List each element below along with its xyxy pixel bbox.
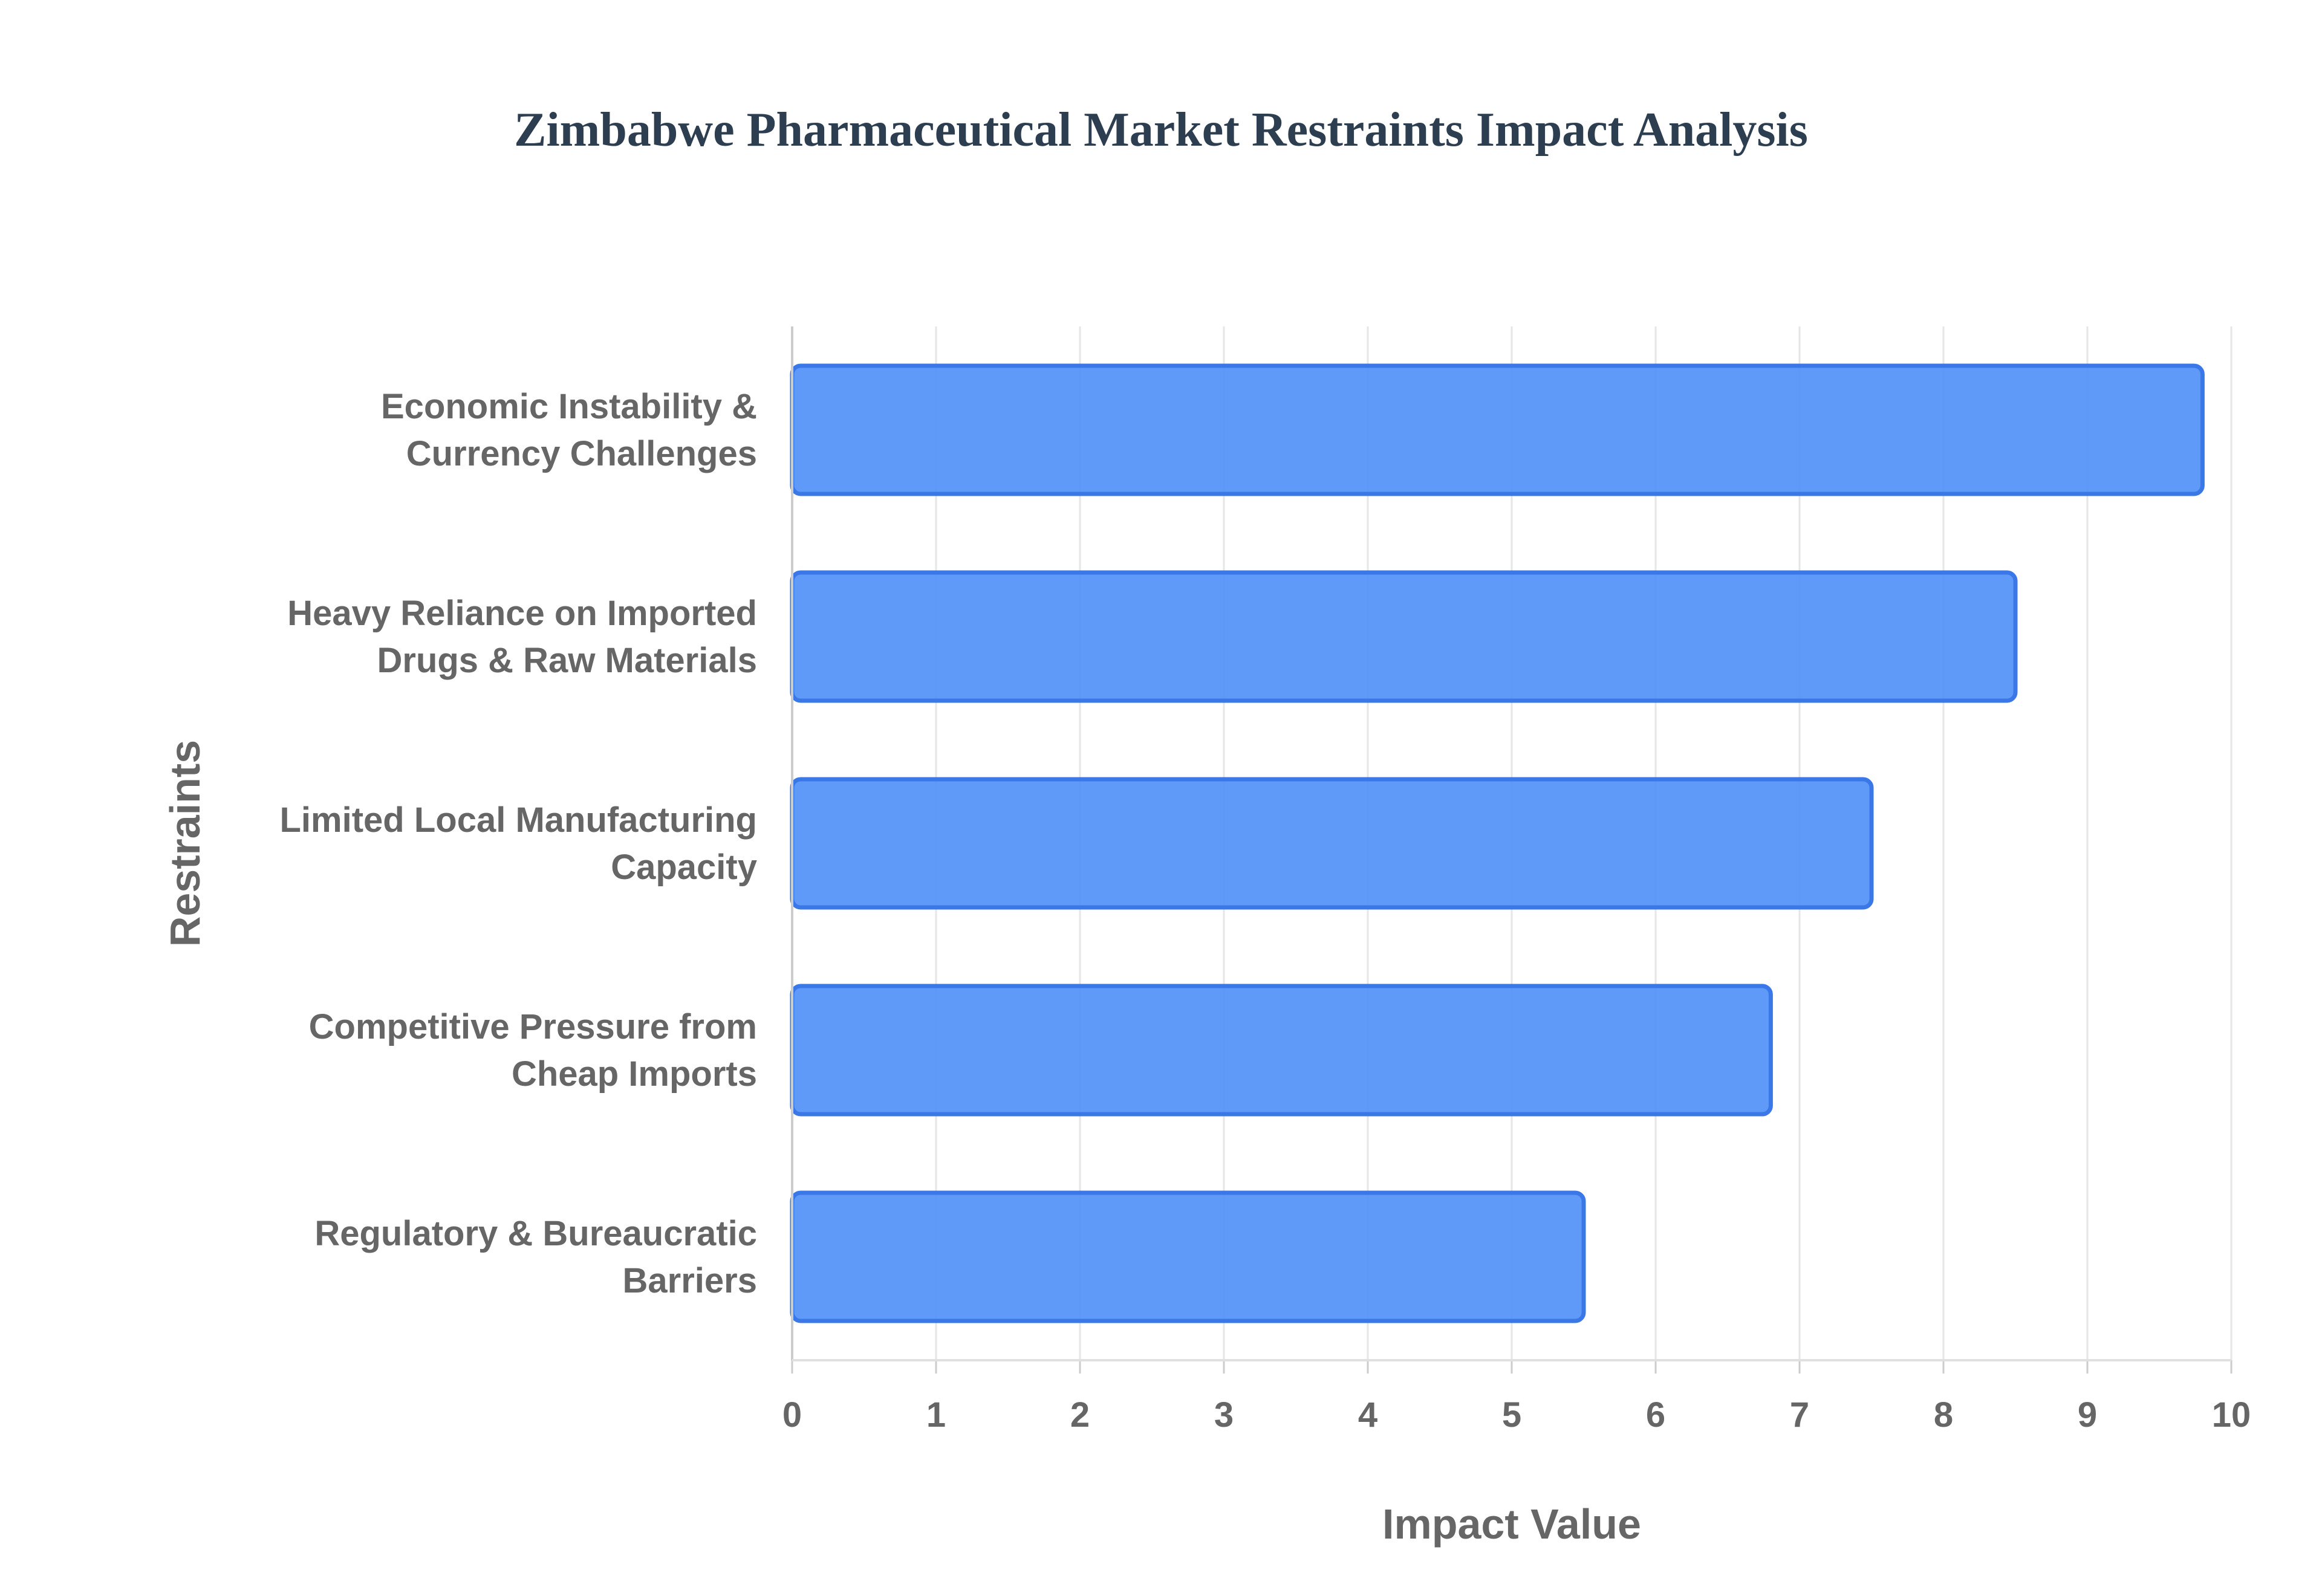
y-category-label-line: Capacity xyxy=(611,848,757,887)
bar xyxy=(790,1190,1586,1323)
bar xyxy=(790,777,1874,910)
y-category-label-line: Economic Instability & xyxy=(381,387,757,426)
x-tick-label: 7 xyxy=(1790,1395,1809,1435)
y-category-label-line: Competitive Pressure from xyxy=(309,1007,757,1046)
x-tick-label: 2 xyxy=(1070,1395,1090,1435)
x-tick-label: 5 xyxy=(1502,1395,1521,1435)
x-tick-label: 6 xyxy=(1646,1395,1665,1435)
y-axis-title: Restraints xyxy=(161,740,209,947)
x-tick-label: 3 xyxy=(1214,1395,1234,1435)
bar xyxy=(790,570,2018,703)
x-tick-label: 8 xyxy=(1934,1395,1953,1435)
x-axis-title: Impact Value xyxy=(1382,1500,1641,1548)
axes: 0 1 2 3 4 5 6 7 8 9 10 Economic Instability & Curren… xyxy=(280,326,2251,1435)
y-category-label-line: Regulatory & Bureaucratic xyxy=(314,1214,757,1253)
y-category-label-line: Drugs & Raw Materials xyxy=(377,641,757,680)
x-tick-label: 0 xyxy=(782,1395,802,1435)
x-tick-label: 9 xyxy=(2078,1395,2097,1435)
y-category-label: Heavy Reliance on Imported Drugs & Raw Ma… xyxy=(287,594,757,680)
y-category-label: Limited Local Manufacturing Capacity xyxy=(280,800,758,887)
y-category-label: Economic Instability & Currency Challenge… xyxy=(381,387,757,473)
y-category-label: Competitive Pressure from Cheap Imports xyxy=(309,1007,757,1094)
chart-title: Zimbabwe Pharmaceutical Market Restraint… xyxy=(514,103,1808,157)
y-category-label: Regulatory & Bureaucratic Barriers xyxy=(314,1214,757,1300)
bar xyxy=(790,984,1773,1117)
bars xyxy=(790,363,2205,1323)
x-tick-label: 4 xyxy=(1358,1395,1377,1435)
y-category-label-line: Heavy Reliance on Imported xyxy=(287,594,757,633)
y-category-label-line: Cheap Imports xyxy=(512,1054,757,1094)
y-category-label-line: Currency Challenges xyxy=(406,434,757,473)
x-tick-label: 10 xyxy=(2212,1395,2251,1435)
x-tick-label: 1 xyxy=(926,1395,946,1435)
y-category-label-line: Barriers xyxy=(623,1261,757,1300)
y-category-label-line: Limited Local Manufacturing xyxy=(280,800,758,840)
bar xyxy=(790,363,2205,496)
